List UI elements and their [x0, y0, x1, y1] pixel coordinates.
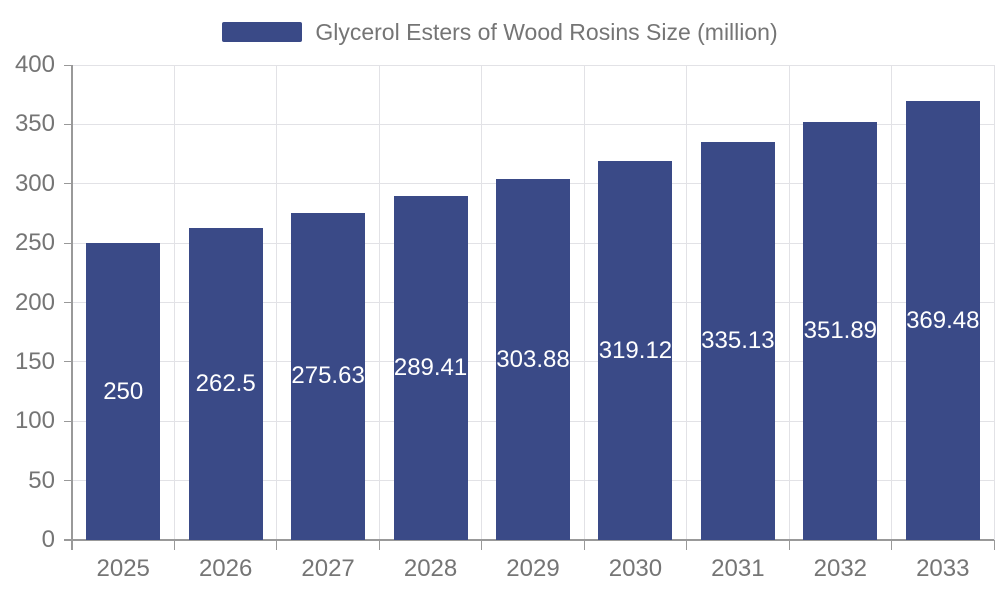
bar[interactable] — [86, 243, 161, 540]
y-axis-tick — [64, 183, 72, 185]
y-axis-label: 400 — [14, 51, 55, 78]
x-gridline — [993, 65, 995, 540]
y-axis-label: 100 — [14, 407, 55, 435]
y-axis-tick — [64, 420, 72, 422]
x-gridline — [276, 65, 278, 540]
x-gridline — [686, 65, 688, 540]
y-gridline — [72, 64, 994, 66]
x-axis-label: 2025 — [96, 555, 150, 582]
bar[interactable] — [598, 161, 673, 540]
x-axis-tick — [788, 540, 790, 550]
y-axis-tick — [64, 302, 72, 303]
x-axis-tick — [481, 540, 483, 550]
x-gridline — [481, 65, 483, 540]
x-axis-label: 2033 — [916, 555, 970, 582]
x-axis-label: 2030 — [608, 555, 663, 582]
x-axis-tick — [583, 540, 585, 550]
y-axis-line — [71, 65, 73, 550]
bar[interactable] — [188, 228, 263, 540]
y-axis-label: 150 — [14, 347, 55, 375]
x-axis-label: 2032 — [813, 555, 868, 582]
x-axis-tick — [891, 540, 893, 550]
y-axis-label: 300 — [14, 169, 55, 197]
bar[interactable] — [393, 196, 468, 540]
x-axis-label: 2029 — [506, 555, 560, 582]
x-gridline — [583, 65, 585, 540]
x-axis-tick — [276, 540, 278, 550]
x-axis-label: 2027 — [301, 555, 355, 582]
y-axis-label: 50 — [28, 466, 55, 494]
x-axis-tick — [378, 540, 380, 550]
x-gridline — [173, 65, 175, 540]
x-axis-label: 2028 — [403, 555, 458, 582]
y-axis-label: 250 — [14, 229, 55, 257]
x-axis-label: 2031 — [711, 555, 765, 582]
legend-item[interactable]: Glycerol Esters of Wood Rosins Size (mil… — [0, 17, 1000, 47]
legend-label: Glycerol Esters of Wood Rosins Size (mil… — [315, 18, 778, 45]
bar[interactable] — [803, 122, 878, 540]
x-gridline — [788, 65, 790, 540]
x-axis-tick — [173, 540, 175, 550]
y-axis-tick — [64, 480, 72, 482]
bar[interactable] — [291, 212, 366, 540]
x-gridline — [378, 65, 380, 540]
bar[interactable] — [700, 142, 775, 540]
y-axis-tick — [64, 361, 72, 363]
y-gridline — [72, 123, 994, 125]
x-axis-tick — [993, 540, 995, 550]
x-axis-tick — [686, 540, 688, 550]
x-gridline — [891, 65, 893, 540]
legend-swatch — [222, 22, 303, 42]
y-axis-tick — [64, 123, 72, 125]
x-axis-label: 2026 — [198, 555, 253, 582]
x-axis-line — [64, 539, 994, 541]
bar[interactable] — [905, 101, 980, 540]
y-axis-label: 0 — [41, 526, 55, 553]
y-axis-tick — [64, 242, 72, 244]
y-axis-tick — [64, 64, 72, 66]
bar[interactable] — [496, 179, 570, 540]
y-axis-label: 350 — [14, 110, 55, 138]
y-axis-label: 200 — [14, 288, 55, 316]
